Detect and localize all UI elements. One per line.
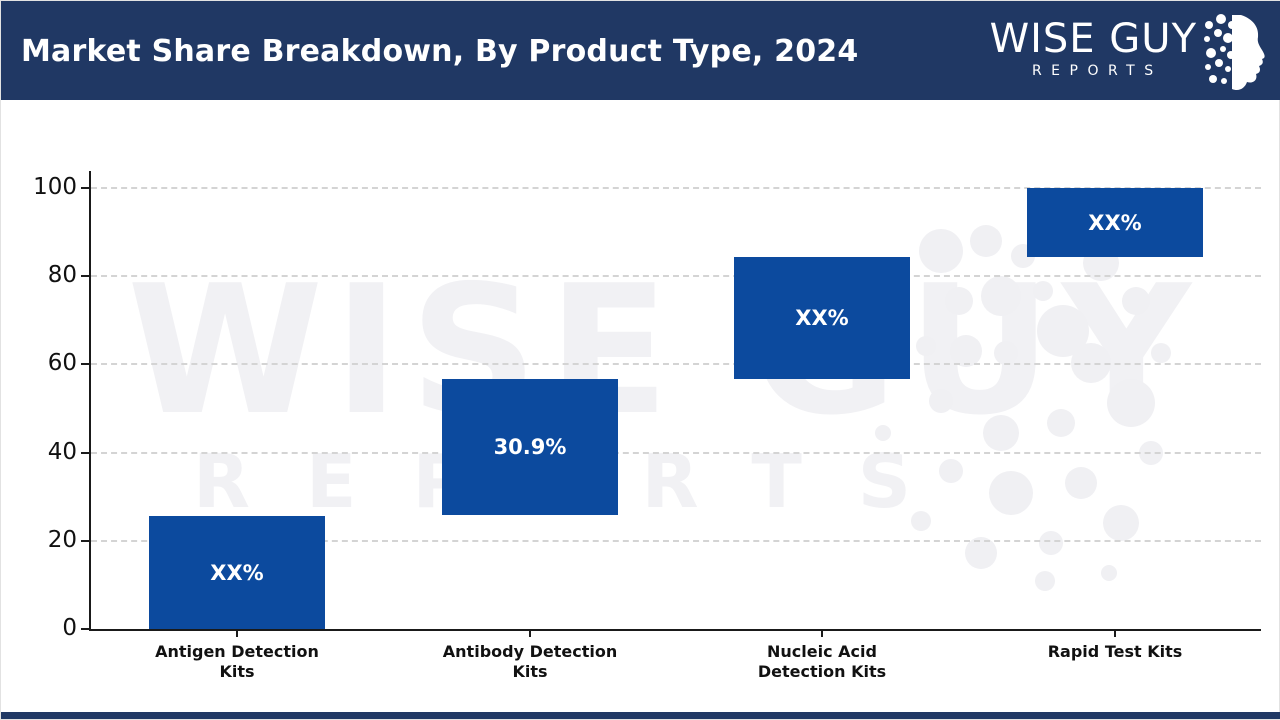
header: Market Share Breakdown, By Product Type,… <box>1 1 1280 100</box>
y-tickmark-0 <box>81 628 89 630</box>
gridline-80 <box>91 275 1261 277</box>
bar-value-label-4: XX% <box>1088 210 1142 235</box>
logo-subtitle: REPORTS <box>1031 63 1163 79</box>
gridline-100 <box>91 187 1261 189</box>
x-tickmark-1 <box>236 631 238 637</box>
y-tick-label-20: 20 <box>47 527 77 553</box>
gridline-60 <box>91 363 1261 365</box>
bar-3: XX% <box>734 257 910 379</box>
logo-text: WISE GUY REPORTS <box>990 17 1197 81</box>
page-title: Market Share Breakdown, By Product Type,… <box>21 34 859 69</box>
y-tickmark-60 <box>81 363 89 365</box>
gridline-20 <box>91 540 1261 542</box>
x-tickmark-4 <box>1114 631 1116 637</box>
logo-head-icon <box>1204 14 1265 91</box>
y-tick-label-40: 40 <box>47 439 77 465</box>
x-axis-line <box>89 629 1261 631</box>
bar-value-label-1: XX% <box>210 560 264 585</box>
x-category-label-1: Antigen Detection Kits <box>107 642 367 682</box>
bar-4: XX% <box>1027 188 1203 257</box>
x-category-label-4: Rapid Test Kits <box>985 642 1245 662</box>
x-tickmark-2 <box>529 631 531 637</box>
x-category-label-line: Detection Kits <box>757 662 887 681</box>
y-axis-line <box>89 171 91 631</box>
y-tick-label-100: 100 <box>33 174 77 200</box>
wiseguy-logo: WISE GUY REPORTS <box>990 9 1269 93</box>
x-category-label-2: Antibody Detection Kits <box>400 642 660 682</box>
x-category-label-line: Rapid Test Kits <box>1047 642 1183 661</box>
y-tick-label-60: 60 <box>47 350 77 376</box>
bar-2: 30.9% <box>442 379 618 515</box>
y-tickmark-20 <box>81 540 89 542</box>
x-category-label-line: Kits <box>219 662 255 681</box>
y-tickmark-40 <box>81 452 89 454</box>
logo-wordmark: WISE GUY <box>989 16 1197 62</box>
bar-value-label-2: 30.9% <box>493 435 567 459</box>
y-tick-label-80: 80 <box>47 262 77 288</box>
x-category-label-3: Nucleic Acid Detection Kits <box>692 642 952 682</box>
y-tickmark-80 <box>81 275 89 277</box>
bar-1: XX% <box>149 516 325 629</box>
x-category-label-line: Nucleic Acid <box>767 642 877 661</box>
x-category-label-line: Kits <box>512 662 548 681</box>
bar-value-label-3: XX% <box>795 306 849 330</box>
gridline-40 <box>91 452 1261 454</box>
y-tickmark-100 <box>81 187 89 189</box>
y-tick-label-0: 0 <box>62 615 77 641</box>
x-category-label-line: Antigen Detection <box>155 642 319 661</box>
x-tickmark-3 <box>821 631 823 637</box>
footer-bar <box>1 712 1280 719</box>
x-category-label-line: Antibody Detection <box>442 642 618 661</box>
